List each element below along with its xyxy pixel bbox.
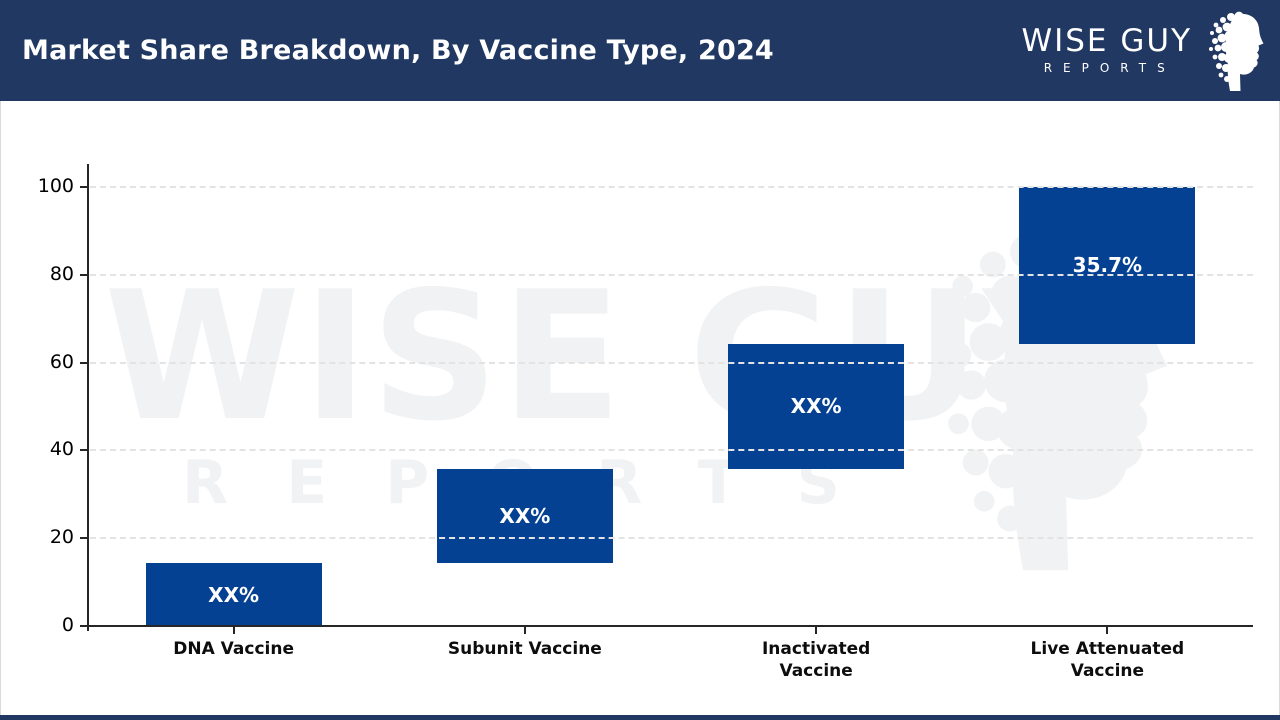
y-tick-label-40: 40 [49, 438, 74, 461]
page-border-left [0, 101, 1, 720]
y-tick-20 [80, 537, 88, 540]
y-tick-60 [80, 361, 88, 364]
watermark-wordmark: WISE GUY [104, 253, 1114, 460]
bar-inactivated-vaccine: XX% [728, 343, 905, 470]
y-tick-40 [80, 449, 88, 452]
x-tick-subunit-vaccine [523, 626, 526, 634]
bar-value-label: 35.7% [1072, 253, 1143, 278]
gridline-60 [90, 361, 1253, 364]
gridline-20 [90, 537, 1253, 540]
y-tick-label-60: 60 [49, 350, 74, 373]
wise-guy-reports-logo: WISE GUY REPORTS [1021, 10, 1266, 92]
bar-subunit-vaccine: XX% [436, 469, 613, 564]
x-category-label-dna-vaccine: DNA Vaccine [173, 639, 294, 659]
y-tick-80 [80, 273, 88, 276]
y-tick-label-100: 100 [37, 175, 74, 197]
gridline-80 [90, 273, 1253, 276]
logo-subtitle: REPORTS [1043, 61, 1176, 75]
bar-dna-vaccine: XX% [145, 563, 322, 626]
x-tick-inactivated-vaccine [815, 626, 818, 634]
gridline-40 [90, 449, 1253, 452]
y-tick-label-20: 20 [49, 526, 74, 549]
y-tick-0 [80, 625, 88, 627]
logo-text: WISE GUY REPORTS [1021, 23, 1192, 76]
x-category-label-subunit-vaccine: Subunit Vaccine [447, 639, 602, 659]
header-bar: Market Share Breakdown, By Vaccine Type,… [0, 0, 1280, 101]
x-category-label-live-attenuated-vaccine: Live Attenuated Vaccine [1030, 639, 1185, 682]
x-category-label-inactivated-vaccine: Inactivated Vaccine [761, 639, 871, 682]
y-axis-spine [87, 164, 89, 631]
x-tick-live-attenuated-vaccine [1106, 626, 1109, 634]
y-tick-label-80: 80 [49, 262, 74, 285]
x-tick-dna-vaccine [232, 626, 235, 634]
y-tick-100 [80, 186, 88, 188]
bar-value-label: XX% [790, 394, 842, 419]
logo-wordmark: WISE GUY [1021, 23, 1192, 59]
logo-face-icon [1209, 11, 1264, 91]
gridline-100 [90, 186, 1253, 188]
bar-value-label: XX% [499, 504, 551, 529]
bar-value-label: XX% [208, 582, 260, 607]
page-title: Market Share Breakdown, By Vaccine Type,… [22, 35, 774, 66]
x-axis-spine [87, 625, 1253, 627]
y-tick-label-0: 0 [61, 614, 74, 636]
footer-bar [0, 715, 1280, 720]
bar-live-attenuated-vaccine: 35.7% [1019, 187, 1196, 344]
